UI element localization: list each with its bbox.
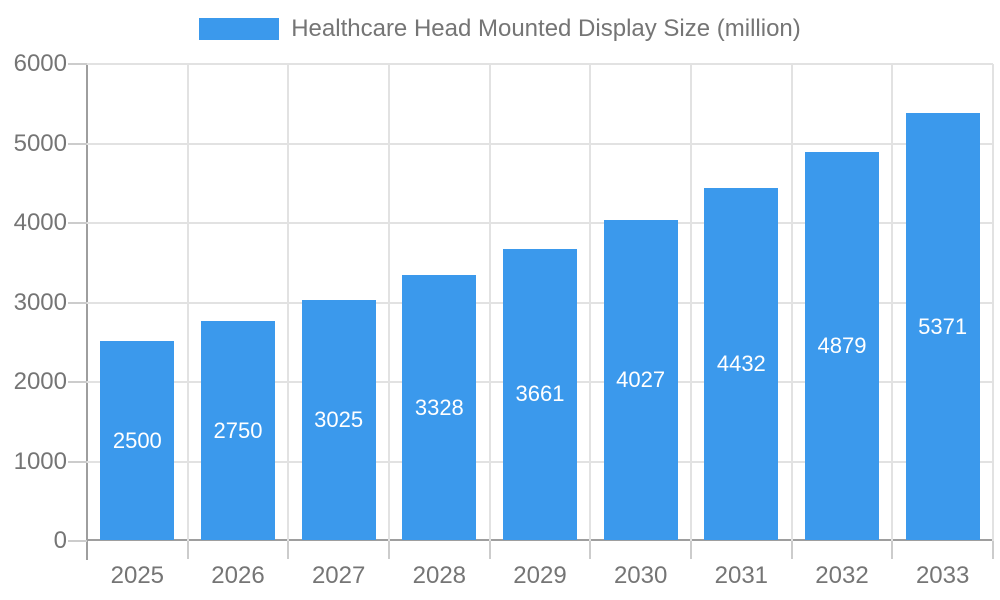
plot-area: 2500 2750 3025 3328 3661 4027 4432 4879 5371 bbox=[68, 63, 994, 560]
y-axis-tick bbox=[68, 63, 87, 65]
y-axis-tick bbox=[68, 460, 87, 463]
x-axis-label: 2026 bbox=[211, 562, 265, 589]
gridline-horizontal bbox=[87, 63, 993, 65]
bar-value-label: 4432 bbox=[716, 350, 766, 376]
gridline-vertical bbox=[992, 64, 994, 541]
x-axis-tick bbox=[388, 541, 390, 559]
bar: 5371 bbox=[905, 113, 980, 540]
x-axis-tick bbox=[589, 541, 592, 559]
y-axis-label: 6000 bbox=[13, 50, 67, 77]
gridline-vertical bbox=[790, 64, 793, 541]
gridline-horizontal bbox=[87, 222, 993, 224]
x-axis-label: 2030 bbox=[613, 562, 668, 589]
bar: 4432 bbox=[704, 187, 779, 540]
gridline-vertical bbox=[287, 64, 290, 541]
x-axis-label: 2029 bbox=[513, 562, 567, 589]
gridline-vertical bbox=[388, 64, 390, 541]
y-axis-tick bbox=[68, 540, 87, 542]
bar: 4027 bbox=[603, 219, 678, 540]
x-axis-label: 2028 bbox=[412, 562, 467, 589]
gridline-vertical bbox=[690, 64, 692, 541]
bar-value-label: 3025 bbox=[314, 406, 364, 432]
x-axis-tick bbox=[186, 541, 189, 559]
y-axis-label: 5000 bbox=[13, 129, 67, 157]
x-axis-label: 2031 bbox=[714, 562, 769, 589]
x-axis-label: 2027 bbox=[311, 562, 366, 589]
bar: 2500 bbox=[100, 341, 175, 540]
chart-title: Healthcare Head Mounted Display Size (mi… bbox=[291, 15, 801, 42]
bar: 3025 bbox=[301, 299, 376, 540]
y-axis-tick bbox=[68, 142, 87, 145]
y-axis-label: 3000 bbox=[13, 288, 67, 316]
x-axis-label: 2033 bbox=[915, 562, 970, 589]
x-axis-tick bbox=[891, 541, 894, 559]
x-axis-tick bbox=[488, 541, 491, 559]
bar-value-label: 2500 bbox=[112, 427, 162, 453]
gridline-vertical bbox=[488, 64, 491, 541]
legend-item[interactable]: Healthcare Head Mounted Display Size (mi… bbox=[199, 14, 801, 44]
x-axis-tick bbox=[287, 541, 290, 559]
bar-value-label: 4879 bbox=[817, 333, 867, 359]
x-axis-line bbox=[86, 539, 994, 541]
legend: Healthcare Head Mounted Display Size (mi… bbox=[0, 14, 1000, 44]
bar: 3661 bbox=[503, 248, 577, 540]
x-axis-tick bbox=[790, 541, 793, 559]
bar-value-label: 5371 bbox=[918, 313, 968, 339]
x-axis-tick bbox=[992, 541, 994, 559]
bar-value-label: 4027 bbox=[616, 366, 666, 392]
y-axis-tick bbox=[68, 301, 87, 304]
gridline-vertical bbox=[589, 64, 592, 541]
bar-value-label: 3661 bbox=[515, 381, 565, 407]
y-axis-tick bbox=[68, 381, 87, 383]
x-axis-tick bbox=[690, 541, 692, 559]
y-axis-tick bbox=[68, 222, 87, 224]
y-axis-label: 2000 bbox=[13, 368, 67, 395]
gridline-vertical bbox=[891, 64, 894, 541]
gridline-vertical bbox=[186, 64, 189, 541]
legend-swatch-icon bbox=[199, 18, 280, 40]
x-axis-label: 2025 bbox=[110, 562, 165, 589]
bar: 4879 bbox=[805, 152, 879, 540]
gridline-horizontal bbox=[87, 142, 993, 145]
bar-value-label: 2750 bbox=[213, 417, 263, 443]
y-axis-line bbox=[86, 64, 88, 560]
y-axis-label: 1000 bbox=[13, 447, 67, 475]
bar: 2750 bbox=[201, 321, 275, 540]
y-axis-label: 0 bbox=[53, 527, 67, 554]
y-axis-label: 4000 bbox=[13, 209, 67, 236]
x-axis-label: 2032 bbox=[815, 562, 869, 589]
bar-value-label: 3328 bbox=[414, 394, 464, 420]
bar: 3328 bbox=[402, 275, 477, 540]
